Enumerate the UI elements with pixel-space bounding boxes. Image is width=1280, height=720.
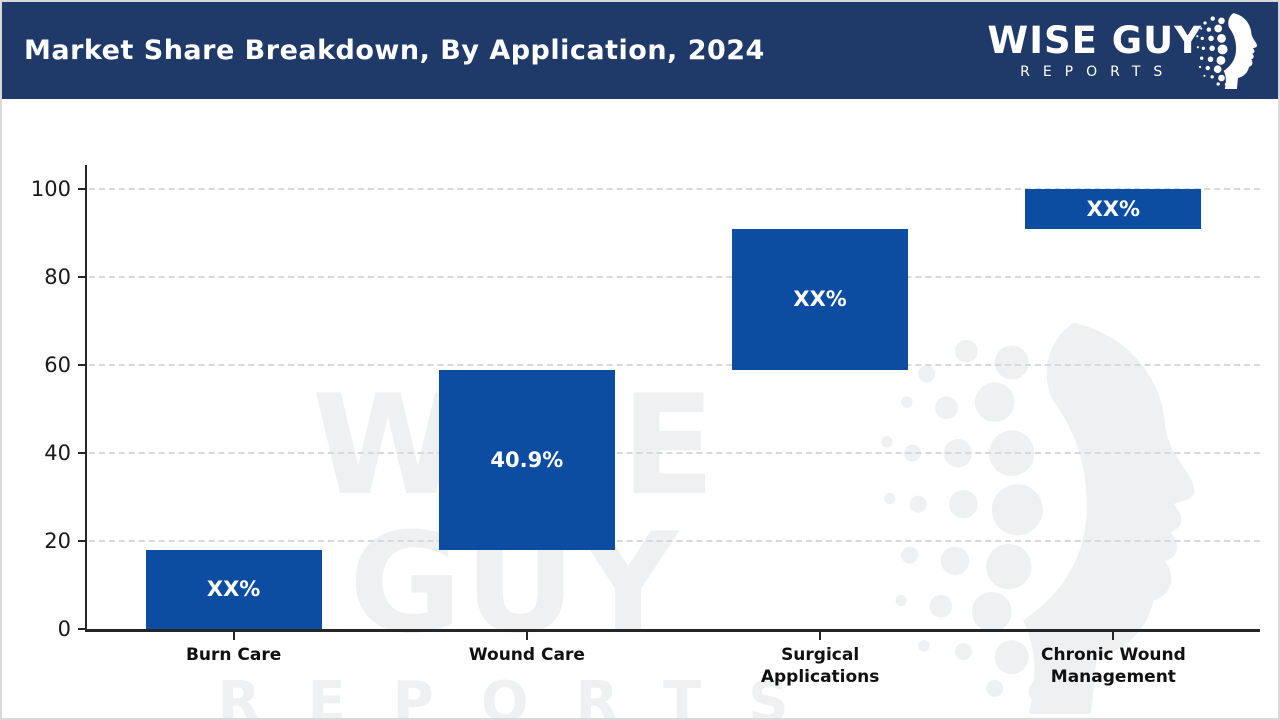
x-category-label: Surgical Applications: [690, 644, 950, 688]
x-category-label: Chronic Wound Management: [983, 644, 1243, 688]
y-tick-label: 40: [44, 441, 71, 465]
bar-segment: XX%: [732, 229, 909, 370]
watermark-subtext: REPORTS: [217, 670, 836, 720]
bar-value-label: XX%: [1086, 197, 1141, 222]
header: Market Share Breakdown, By Application, …: [2, 2, 1278, 99]
y-tick-label: 20: [44, 529, 71, 553]
gridline: [89, 540, 1260, 542]
y-tick-label: 60: [44, 353, 71, 377]
x-category-label-line: Wound Care: [468, 645, 585, 665]
y-tick-mark: [78, 188, 87, 190]
logo-subtext: REPORTS: [1020, 63, 1176, 80]
y-tick-mark: [78, 540, 87, 542]
gridline: [89, 276, 1260, 278]
gridline: [89, 188, 1260, 190]
y-tick-label: 0: [57, 617, 71, 641]
bar-value-label: XX%: [793, 287, 847, 312]
bar-segment: 40.9%: [438, 369, 615, 550]
x-tick-mark: [232, 631, 235, 640]
logo-wordmark: WISE GUY: [987, 18, 1202, 62]
y-tick-mark: [78, 276, 87, 278]
x-category-label-line: Surgical: [781, 645, 860, 665]
y-axis-line: [85, 165, 87, 632]
bar-value-label: 40.9%: [490, 447, 564, 472]
x-category-label-line: Applications: [760, 667, 880, 687]
x-tick-mark: [819, 631, 822, 640]
page-title: Market Share Breakdown, By Application, …: [24, 35, 765, 66]
brand-logo: WISE GUY REPORTS: [987, 12, 1260, 89]
x-category-label-line: Management: [1050, 667, 1176, 687]
x-category-label: Wound Care: [397, 644, 657, 666]
x-axis-line: [85, 629, 1260, 632]
gridline: [89, 452, 1260, 454]
y-tick-mark: [78, 364, 87, 366]
y-tick-label: 100: [30, 177, 71, 201]
y-tick-mark: [78, 452, 87, 454]
bar-segment: XX%: [1025, 189, 1202, 230]
y-tick-mark: [78, 628, 87, 630]
x-category-label-line: Burn Care: [185, 645, 282, 665]
bar-segment: XX%: [145, 549, 322, 629]
x-category-label-line: Chronic Wound: [1040, 645, 1186, 665]
x-tick-mark: [525, 631, 528, 640]
y-tick-label: 80: [44, 265, 71, 289]
bar-value-label: XX%: [206, 577, 261, 602]
gridline: [89, 364, 1260, 366]
x-category-label: Burn Care: [104, 644, 364, 666]
x-tick-mark: [1112, 631, 1115, 640]
logo-face-icon: [1196, 13, 1257, 89]
